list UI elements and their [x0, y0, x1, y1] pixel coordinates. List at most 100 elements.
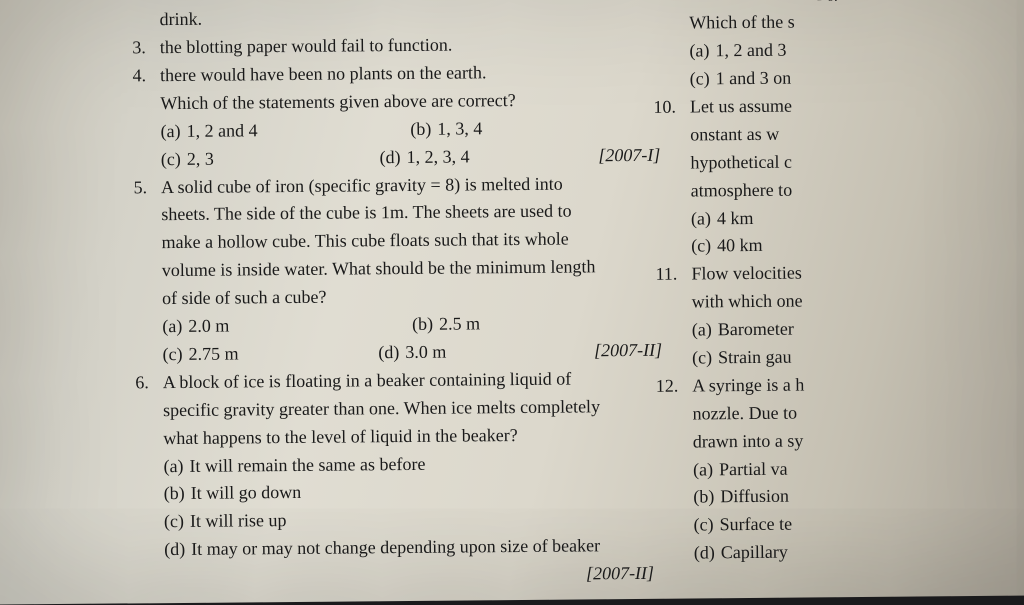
- year-tag-2: [2007-II]: [594, 337, 662, 365]
- opt-b-label: (b): [410, 119, 431, 139]
- r12-opt-b: (b) Diffusion: [693, 481, 1024, 512]
- q5-opt-b: (b) 2.5 m: [412, 309, 662, 339]
- q6a-text: It will remain the same as before: [189, 453, 425, 475]
- r10c-text: 40 km: [717, 235, 763, 255]
- r12c-label: (c): [693, 515, 713, 535]
- q5-opt-a: (a) 2.0 m: [162, 311, 412, 341]
- q6d-label: (d): [164, 539, 185, 559]
- which-of-s: Which of the s: [689, 7, 1024, 38]
- stmt-num-4: 4.: [118, 62, 146, 90]
- q6: 6. A block of ice is floating in a beake…: [121, 365, 663, 398]
- r10-opt-a: (a) 4 km: [691, 202, 1024, 233]
- q5c-text: 2.75 m: [188, 343, 238, 363]
- q6d-text: It may or may not change depending upon …: [191, 535, 600, 559]
- q5b-label: (b): [412, 314, 433, 334]
- stmt-4: 4. there would have been no plants on th…: [118, 58, 660, 91]
- q5-opt-d: (d) 3.0 m: [378, 337, 594, 367]
- r12d-label: (d): [694, 543, 715, 563]
- r10c-label: (c): [691, 236, 711, 256]
- q11: 11. Flow velocities: [649, 258, 1024, 289]
- r12b-text: Diffusion: [720, 486, 789, 507]
- left-column: one would not be able to use a straw to …: [117, 0, 664, 592]
- p0-sub: 0.: [827, 0, 838, 5]
- q6b-text: It will go down: [191, 482, 302, 503]
- q12-l3: drawn into a sy: [693, 425, 1024, 456]
- q5-opt-c: (c) 2.75 m: [162, 339, 378, 369]
- q5a-label: (a): [162, 316, 182, 336]
- q10-l1: Let us assume: [690, 91, 1024, 122]
- page-content: one would not be able to use a straw to …: [0, 0, 1024, 594]
- opt-c-label: (c): [161, 149, 181, 169]
- q5a-text: 2.0 m: [188, 316, 229, 336]
- q5c-label: (c): [162, 344, 182, 364]
- q10-num: 10.: [648, 94, 676, 122]
- textbook-page: one would not be able to use a straw to …: [0, 0, 1024, 605]
- q10-l4: atmosphere to: [691, 174, 1024, 205]
- q12: 12. A syringe is a h: [650, 369, 1024, 400]
- ra-label: (a): [689, 41, 709, 61]
- r12b-label: (b): [693, 487, 714, 507]
- r12d-text: Capillary: [721, 542, 788, 563]
- r10a-label: (a): [691, 208, 711, 228]
- r12c-text: Surface te: [719, 514, 792, 535]
- q5: 5. A solid cube of iron (specific gravit…: [119, 169, 661, 202]
- q6a-label: (a): [163, 455, 183, 475]
- r11-opt-a: (a) Barometer: [692, 314, 1024, 345]
- opt-d: (d) 1, 2, 3, 4: [379, 142, 598, 172]
- stmt-num-3: 3.: [118, 34, 146, 62]
- r12-opt-d: (d) Capillary: [694, 537, 1024, 568]
- r12-opt-a: (a) Partial va: [693, 453, 1024, 484]
- r-opt-a: (a) 1, 2 and 3: [689, 35, 1024, 66]
- q5-num: 5.: [119, 174, 147, 202]
- r10-opt-c: (c) 40 km: [691, 230, 1024, 261]
- r12a-text: Partial va: [719, 458, 788, 479]
- opt-d-label: (d): [380, 147, 401, 167]
- q6c-text: It will rise up: [190, 510, 287, 531]
- q11-num: 11.: [649, 261, 677, 289]
- q5d-text: 3.0 m: [405, 342, 446, 362]
- q12-l1: A syringe is a h: [692, 369, 1024, 400]
- q10-l3: hypothetical c: [690, 146, 1024, 177]
- q6-opt-d: (d) It may or may not change depending up…: [122, 532, 664, 565]
- stmt-3-text: the blotting paper would fail to functio…: [160, 30, 660, 62]
- q11-l1: Flow velocities: [691, 258, 1024, 289]
- q6b-label: (b): [164, 483, 185, 503]
- r11a-text: Barometer: [718, 319, 794, 340]
- q5b-text: 2.5 m: [439, 313, 480, 333]
- opt-c-text: 2, 3: [187, 148, 214, 168]
- opt-b: (b) 1, 3, 4: [410, 114, 660, 144]
- rc-text: 1 and 3 on: [716, 68, 792, 89]
- opt-a-text: 1, 2 and 4: [186, 120, 257, 141]
- r12-opt-c: (c) Surface te: [693, 509, 1024, 540]
- q12-num: 12.: [650, 372, 678, 400]
- opt-d-text: 1, 2, 3, 4: [407, 146, 470, 167]
- r11-opt-c: (c) Strain gau: [692, 342, 1024, 373]
- r12a-label: (a): [693, 459, 713, 479]
- q6c-label: (c): [164, 511, 184, 531]
- r10a-text: 4 km: [717, 207, 754, 227]
- opt-c: (c) 2, 3: [161, 144, 380, 174]
- q5-l1: A solid cube of iron (specific gravity =…: [161, 169, 661, 201]
- q10: 10. Let us assume: [648, 91, 1024, 122]
- q6-num: 6.: [121, 369, 149, 397]
- right-column: p0. Which of the s (a)1, 2 and 3 (c)1 an…: [689, 0, 1024, 587]
- q11-l2: with which one: [692, 286, 1024, 317]
- r11a-label: (a): [692, 319, 712, 339]
- opt-a: (a)1, 2 and 4: [160, 116, 410, 146]
- stmt-4-text: there would have been no plants on the e…: [160, 58, 660, 90]
- q5d-label: (d): [378, 342, 399, 362]
- r11c-text: Strain gau: [718, 347, 792, 368]
- q6-l1: A block of ice is floating in a beaker c…: [163, 365, 663, 397]
- year-tag-3: [2007-II]: [122, 560, 664, 593]
- opt-a-label: (a): [161, 121, 181, 141]
- year-tag-1: [2007-I]: [598, 141, 660, 169]
- opt-b-text: 1, 3, 4: [437, 118, 482, 138]
- r-opt-c: (c) 1 and 3 on: [690, 63, 1024, 94]
- q5-l4: volume is inside water. What should be t…: [120, 253, 662, 286]
- q12-l2: nozzle. Due to: [692, 397, 1024, 428]
- q10-l2: onstant as w: [690, 118, 1024, 149]
- ra-text: 1, 2 and 3: [715, 40, 786, 61]
- r11c-label: (c): [692, 347, 712, 367]
- q6-l2: specific gravity greater than one. When …: [121, 392, 663, 425]
- rc-label: (c): [690, 68, 710, 88]
